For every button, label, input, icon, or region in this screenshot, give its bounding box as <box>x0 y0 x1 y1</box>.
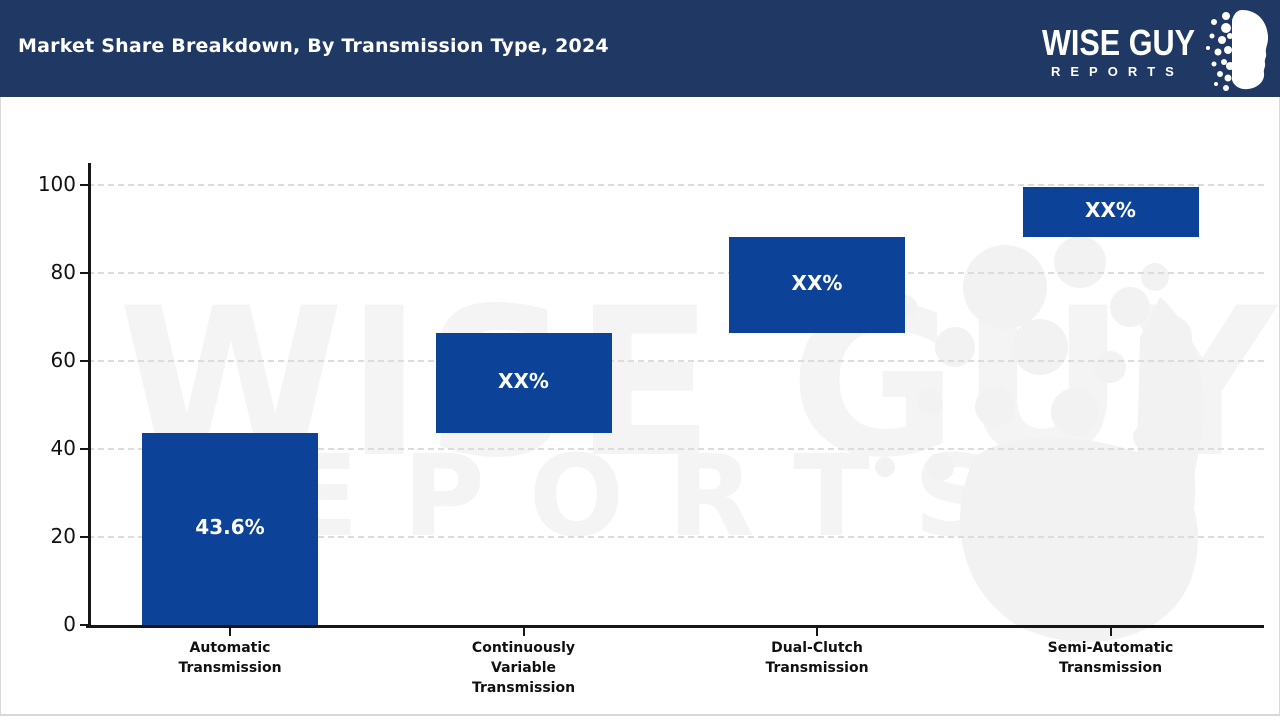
left-border <box>0 97 1 716</box>
bar-value-label-2: XX% <box>498 369 549 394</box>
y-tick-label-80: 80 <box>50 260 76 284</box>
y-tick-40 <box>80 448 88 450</box>
x-category-label: Transmission <box>178 660 282 676</box>
x-category-label: Transmission <box>1058 660 1163 676</box>
x-category-label: Dual-Clutch <box>771 640 863 656</box>
bar-1 <box>142 433 318 625</box>
gridline-y-20 <box>88 536 1264 538</box>
chart-area: WISE GUY REPORTS 0 20 40 60 80 100 43.6% Automa… <box>0 97 1280 720</box>
logo-face-icon <box>1206 10 1269 91</box>
y-tick-label-40: 40 <box>50 436 76 460</box>
y-axis-line <box>88 163 91 628</box>
logo-wordmark: WISE GUY <box>1042 22 1196 63</box>
x-tick-1 <box>229 628 231 636</box>
x-tick-4 <box>1109 628 1112 636</box>
y-tick-0 <box>80 624 88 626</box>
bar-2 <box>435 333 612 434</box>
bar-value-label-3: XX% <box>791 271 843 296</box>
bottom-divider <box>0 714 1280 716</box>
y-tick-80 <box>80 272 88 274</box>
gridline-y-60 <box>88 360 1264 362</box>
y-tick-label-60: 60 <box>50 348 76 372</box>
y-tick-label-20: 20 <box>50 524 76 548</box>
x-tick-3 <box>816 628 818 636</box>
x-category-label: Automatic <box>189 640 271 656</box>
gridline-y-40 <box>88 448 1264 450</box>
gridline-y-80 <box>88 272 1264 274</box>
x-axis-line <box>86 625 1264 628</box>
y-tick-label-100: 100 <box>37 172 76 196</box>
y-tick-label-0: 0 <box>63 612 76 636</box>
x-category-label: Semi-Automatic <box>1047 640 1174 656</box>
bar-value-label-4: XX% <box>1085 197 1136 222</box>
bar-value-label-1: 43.6% <box>195 515 265 540</box>
x-tick-2 <box>522 628 525 636</box>
y-tick-100 <box>80 184 88 186</box>
bar-3 <box>729 236 905 334</box>
x-category-label: Variable <box>491 660 556 676</box>
y-tick-60 <box>80 360 88 362</box>
bar-4 <box>1022 186 1199 237</box>
y-tick-20 <box>80 536 88 538</box>
x-category-label: Transmission <box>765 660 869 676</box>
header-bar: Market Share Breakdown, By Transmission … <box>0 0 1280 97</box>
x-category-label: Continuously <box>471 640 576 656</box>
page-title: Market Share Breakdown, By Transmission … <box>18 35 609 57</box>
x-category-label: Transmission <box>471 680 576 696</box>
gridline-y-100 <box>88 184 1264 186</box>
logo-subtext: REPORTS <box>1051 64 1184 79</box>
